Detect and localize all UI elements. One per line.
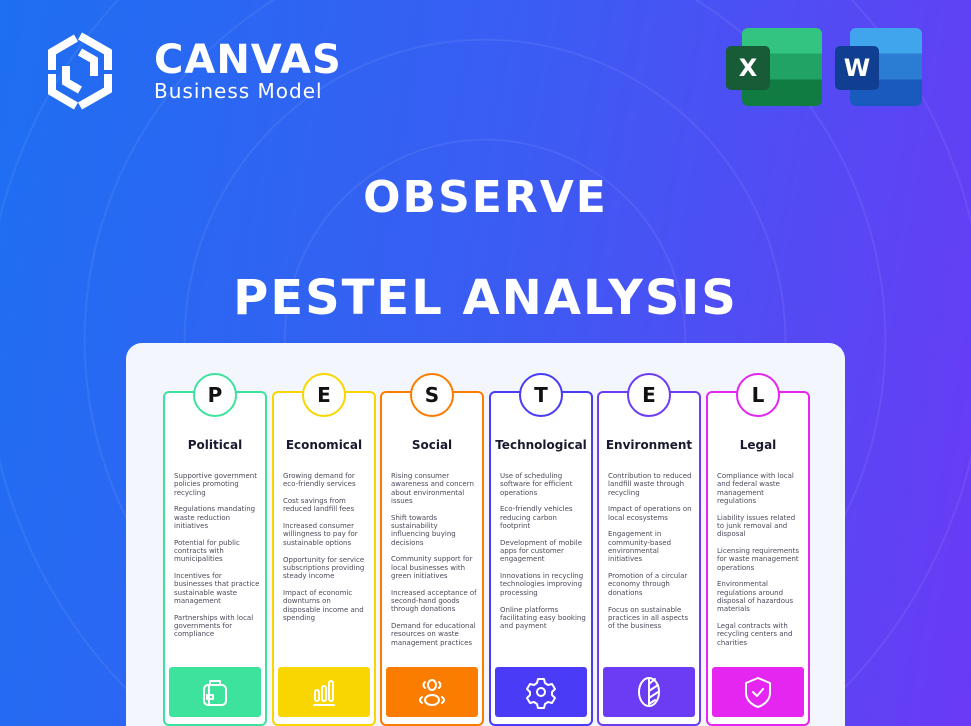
letter-badge: E	[302, 373, 346, 417]
factor-item: Increased acceptance of second-hand good…	[391, 588, 477, 614]
letter-badge: P	[193, 373, 237, 417]
column-title: Environment	[605, 438, 693, 452]
factor-item: Liability issues related to junk removal…	[717, 513, 796, 539]
factor-item: Supportive government policies promoting…	[174, 472, 257, 497]
factor-item: Licensing requirements for waste managem…	[717, 547, 799, 572]
factor-item: Compliance with local and federal waste …	[717, 472, 794, 505]
heading-pestel: PESTEL ANALYSIS	[233, 270, 738, 326]
leaf-icon	[638, 677, 660, 707]
excel-letter: X	[726, 46, 770, 90]
column-title: Legal	[739, 438, 777, 452]
factor-item: Opportunity for service subscriptions pr…	[283, 555, 365, 581]
word-letter: W	[835, 46, 879, 90]
column-footer	[712, 667, 804, 717]
factor-item: Development of mobile apps for customer …	[500, 538, 583, 564]
pestel-column-economical: E Economical Growing demand for eco-frien…	[272, 373, 376, 726]
brand-name: CANVAS	[154, 37, 342, 83]
factor-item: Regulations mandating waste reduction in…	[174, 505, 256, 530]
column-footer	[386, 667, 478, 717]
gear-icon	[526, 678, 556, 709]
column-footer	[495, 667, 587, 717]
letter-badge: S	[410, 373, 454, 417]
shield-check-icon	[745, 677, 771, 708]
factor-item: Impact of economic downturns on disposab…	[283, 588, 364, 622]
factor-item: Environmental regulations around disposa…	[717, 580, 794, 614]
factor-item: Partnerships with local governments for …	[174, 613, 254, 639]
factor-item: Contribution to reduced landfill waste t…	[608, 472, 692, 497]
factor-item: Community support for local businesses w…	[391, 555, 473, 580]
bar-chart-icon	[313, 680, 335, 706]
factor-item: Focus on sustainable practices in all as…	[608, 605, 689, 631]
letter-badge: T	[519, 373, 563, 417]
column-footer	[603, 667, 695, 717]
pestel-column-environment: E Environment Contribution to reduced lan…	[597, 373, 701, 726]
pestel-column-political: P Political Supportive government policie…	[163, 373, 267, 726]
pestel-column-legal: L Legal Compliance with local and federal…	[706, 373, 810, 726]
people-icon	[419, 679, 445, 706]
briefcase-icon	[203, 680, 227, 706]
column-footer	[278, 667, 370, 717]
factor-item: Innovations in recycling technologies im…	[500, 572, 584, 597]
factor-item: Cost savings from reduced landfill fees	[283, 497, 355, 514]
factor-item: Online platforms facilitating easy booki…	[500, 605, 586, 631]
factor-item: Potential for public contracts with muni…	[174, 538, 240, 564]
column-title: Political	[187, 438, 243, 452]
factor-item: Impact of operations on local ecosystems	[608, 505, 692, 522]
factor-item: Incentives for businesses that practice …	[174, 572, 260, 606]
column-title: Social	[411, 438, 453, 452]
letter-badge: L	[736, 373, 780, 417]
factor-item: Legal contracts with recycling centers a…	[717, 622, 793, 647]
pestel-column-technological: T Technological Use of scheduling softwar…	[489, 373, 593, 726]
heading-observe: OBSERVE	[363, 172, 608, 223]
hexagon-logo-icon	[48, 32, 112, 110]
canvas-logo: CANVAS Business Model	[46, 30, 342, 112]
column-title: Technological	[495, 438, 587, 452]
factor-item: Increased consumer willingness to pay fo…	[283, 522, 358, 547]
factor-item: Rising consumer awareness and concern ab…	[391, 472, 474, 505]
column-title: Economical	[285, 438, 363, 452]
factor-item: Growing demand for eco-friendly services	[283, 472, 356, 489]
factor-item: Demand for educational resources on wast…	[391, 622, 476, 647]
factor-item: Engagement in community-based environmen…	[608, 530, 672, 564]
letter-badge: E	[627, 373, 671, 417]
factor-item: Shift towards sustainability influencing…	[391, 513, 456, 547]
factor-item: Eco-friendly vehicles reducing carbon fo…	[500, 505, 573, 530]
pestel-column-social: S Social Rising consumer awareness and co…	[380, 373, 484, 726]
factor-item: Promotion of a circular economy through …	[608, 572, 688, 597]
column-footer	[169, 667, 261, 717]
brand-subtitle: Business Model	[154, 79, 323, 103]
factor-item: Use of scheduling software for efficient…	[500, 472, 573, 497]
